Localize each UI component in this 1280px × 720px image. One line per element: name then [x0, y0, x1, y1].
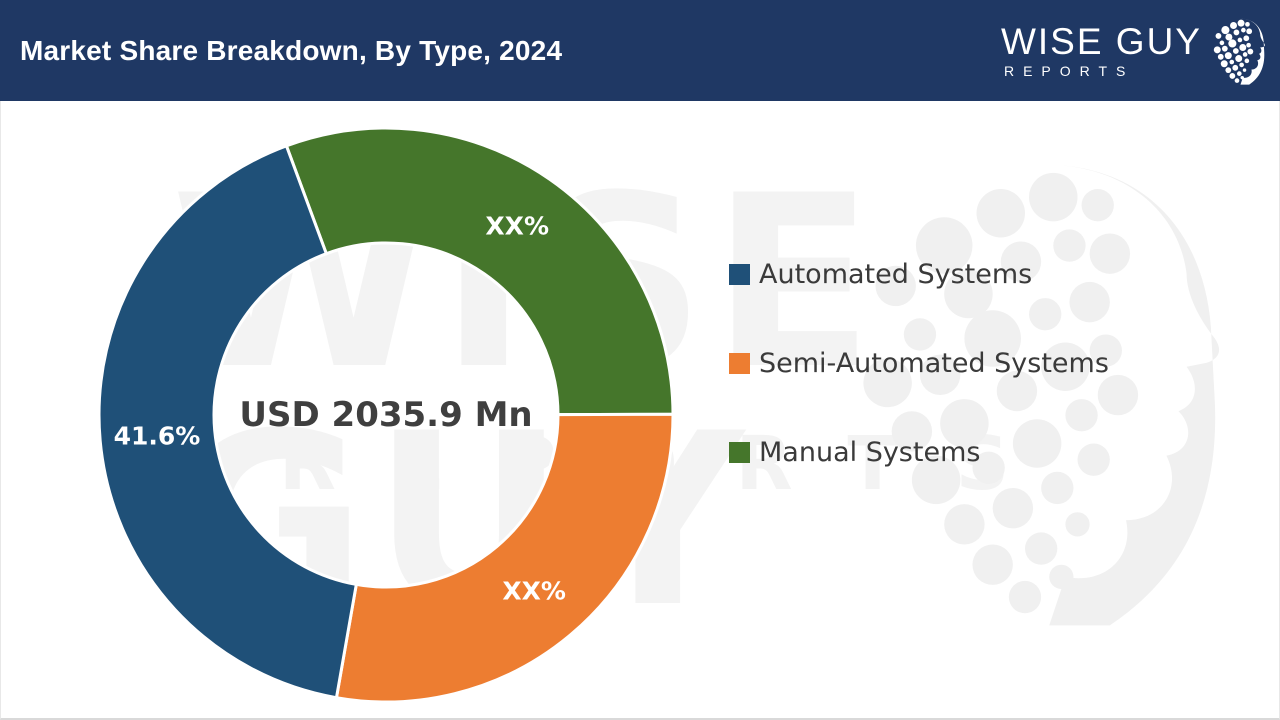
legend-item-automated-systems: Automated Systems	[729, 258, 1109, 290]
donut-slice-semi-automated-systems	[334, 412, 675, 704]
brand-logo: WISE GUY REPORTS	[1001, 13, 1266, 89]
logo-text: WISE GUY REPORTS	[1001, 23, 1202, 79]
legend-item-manual-systems: Manual Systems	[729, 436, 1109, 468]
chart-legend: Automated Systems Semi-Automated Systems M…	[729, 259, 1109, 526]
page-title: Market Share Breakdown, By Type, 2024	[20, 34, 563, 66]
legend-item-semi-automated-systems: Semi-Automated Systems	[729, 347, 1109, 379]
header-bar: Market Share Breakdown, By Type, 2024 WI…	[0, 0, 1280, 101]
logo-face-icon	[1208, 13, 1266, 89]
donut-center-value: USD 2035.9 Mn	[239, 395, 533, 435]
slice-value-label-semi-automated-systems: XX%	[502, 576, 566, 605]
donut-slice-automated-systems	[97, 143, 359, 700]
legend-label-semi-automated-systems: Semi-Automated Systems	[759, 347, 1109, 379]
legend-swatch-semi-automated-systems	[729, 352, 750, 374]
legend-label-manual-systems: Manual Systems	[759, 436, 981, 468]
logo-wordmark: WISE GUY	[1000, 20, 1202, 62]
legend-swatch-automated-systems	[729, 263, 750, 285]
donut-chart: XX% XX% 41.6%	[97, 126, 675, 704]
logo-subtext: REPORTS	[1003, 62, 1135, 79]
slice-value-label-automated-systems: 41.6%	[114, 421, 201, 450]
legend-swatch-manual-systems	[729, 441, 750, 463]
donut-slice-manual-systems	[284, 126, 675, 417]
slice-value-label-manual-systems: XX%	[485, 212, 549, 241]
chart-canvas: WISE GUY REPORTS XX%XX%41.6% USD 2035.9 …	[0, 101, 1280, 720]
legend-label-automated-systems: Automated Systems	[759, 258, 1033, 290]
